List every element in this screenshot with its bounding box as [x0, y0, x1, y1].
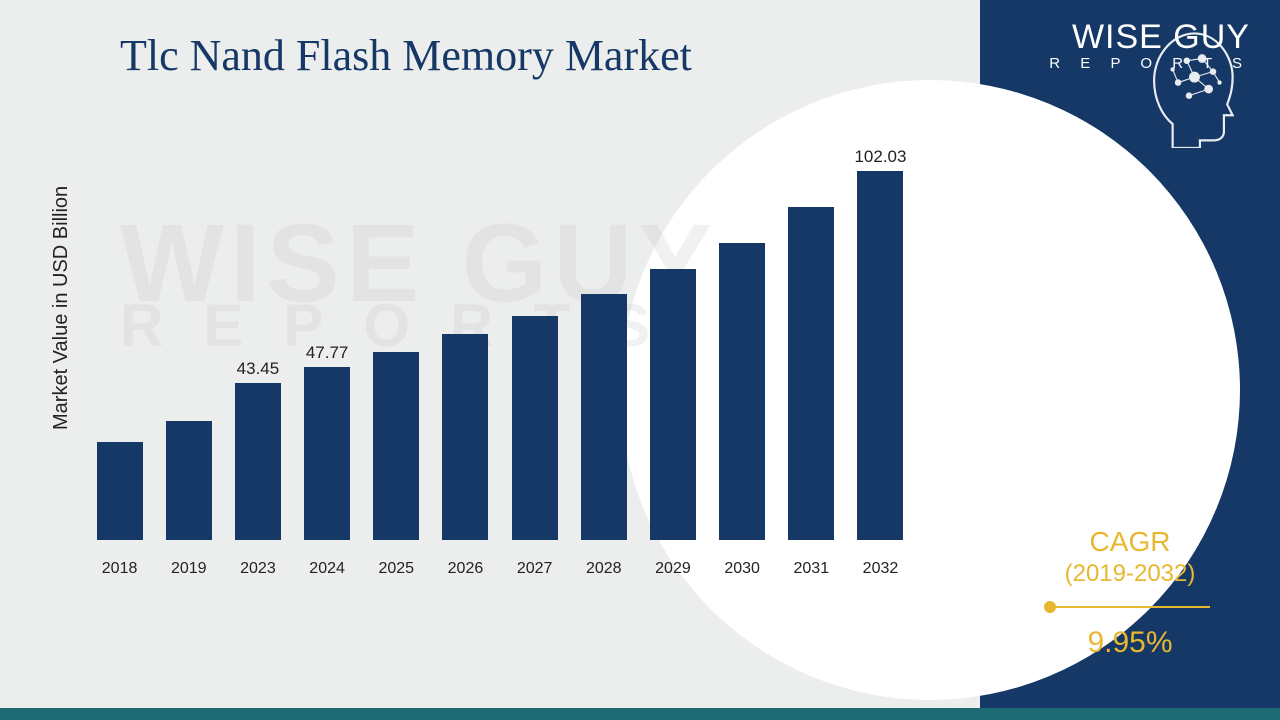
x-label: 2029 [638, 560, 707, 578]
bar [581, 294, 627, 540]
bar-2028 [569, 290, 638, 540]
bar-2018 [85, 438, 154, 540]
x-label: 2024 [293, 560, 362, 578]
bar [650, 269, 696, 540]
x-label: 2025 [362, 560, 431, 578]
x-label: 2028 [569, 560, 638, 578]
x-label: 2018 [85, 560, 154, 578]
bar [442, 334, 488, 540]
x-label: 2027 [500, 560, 569, 578]
head-icon [1134, 28, 1244, 148]
bar-2027 [500, 312, 569, 540]
x-label: 2023 [223, 560, 292, 578]
bar-2031 [777, 203, 846, 540]
cagr-panel: CAGR (2019-2032) 9.95% [1020, 526, 1240, 660]
bar-value-label: 47.77 [306, 343, 349, 363]
bar [97, 442, 143, 540]
brand-logo: WISE GUY R E P O R T S [1049, 18, 1250, 72]
bar [788, 207, 834, 540]
cagr-value: 9.95% [1020, 626, 1240, 660]
bar [304, 367, 350, 540]
x-axis-labels: 2018201920232024202520262027202820292030… [85, 560, 915, 578]
bar-2023: 43.45 [223, 359, 292, 540]
bar-2030 [708, 239, 777, 540]
bar [235, 383, 281, 540]
bar-chart: 43.4547.77102.03 20182019202320242025202… [75, 160, 915, 580]
bar [373, 352, 419, 540]
x-label: 2030 [708, 560, 777, 578]
cagr-divider [1050, 606, 1210, 608]
bar-2024: 47.77 [293, 343, 362, 540]
x-label: 2032 [846, 560, 915, 578]
x-label: 2026 [431, 560, 500, 578]
bar [512, 316, 558, 540]
bar-value-label: 102.03 [854, 147, 906, 167]
bar [719, 243, 765, 540]
y-axis-label: Market Value in USD Billion [50, 186, 73, 430]
bar-2026 [431, 330, 500, 540]
chart-title: Tlc Nand Flash Memory Market [120, 30, 692, 81]
x-label: 2019 [154, 560, 223, 578]
cagr-title: CAGR [1020, 526, 1240, 558]
bar [166, 421, 212, 540]
cagr-years: (2019-2032) [1020, 560, 1240, 588]
plot-area: 43.4547.77102.03 [85, 160, 915, 540]
x-label: 2031 [777, 560, 846, 578]
bars-container: 43.4547.77102.03 [85, 160, 915, 540]
bar-2025 [362, 348, 431, 540]
bar-2032: 102.03 [846, 147, 915, 540]
bar-2029 [638, 265, 707, 540]
bar [857, 171, 903, 540]
footer-bar [0, 708, 1280, 720]
bar-value-label: 43.45 [237, 359, 280, 379]
bar-2019 [154, 417, 223, 540]
